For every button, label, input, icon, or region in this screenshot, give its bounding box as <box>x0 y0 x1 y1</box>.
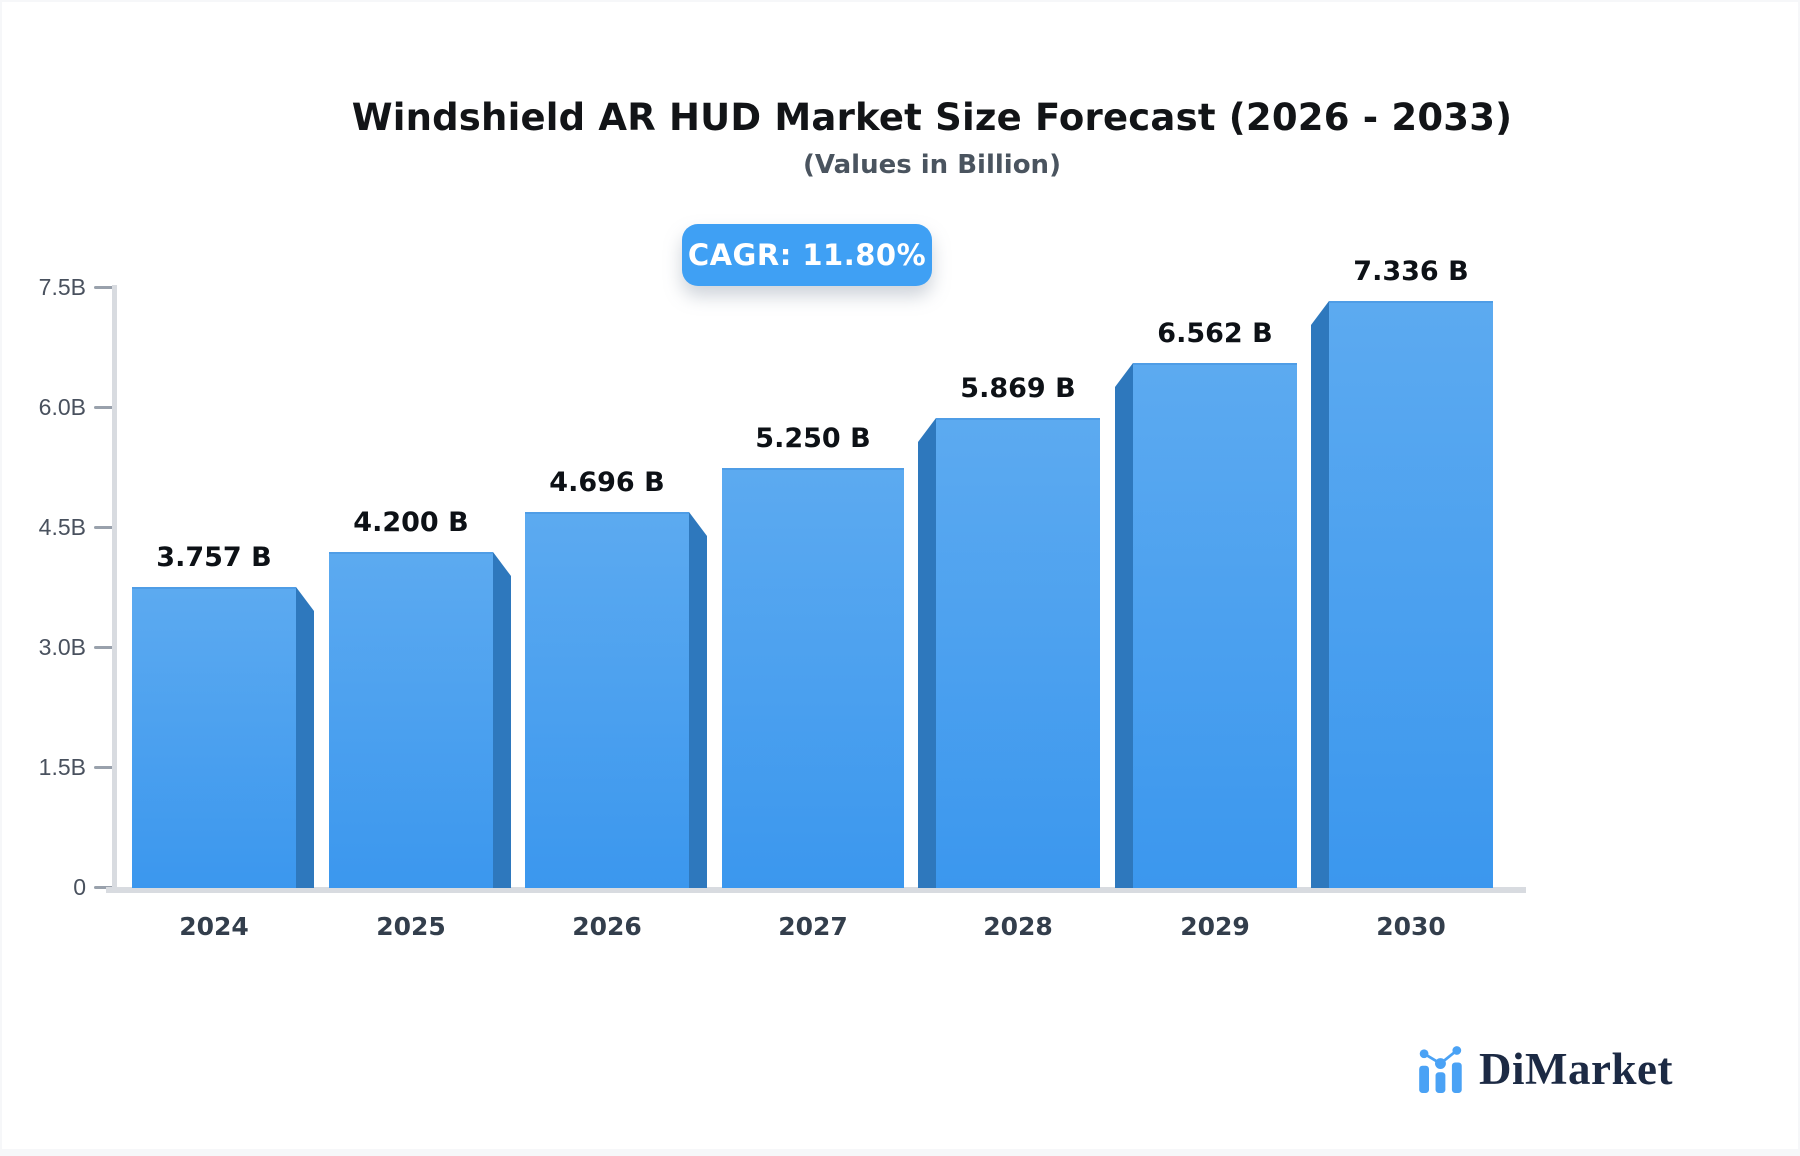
bar-value-label: 7.336 B <box>1353 256 1469 287</box>
bar-side-face <box>689 512 707 888</box>
y-axis-tick-mark <box>94 765 116 769</box>
bar-2027 <box>722 468 904 888</box>
y-axis-tick-label: 7.5B <box>38 274 86 300</box>
bar-value-label: 5.869 B <box>960 373 1076 404</box>
y-axis-tick-label: 1.5B <box>38 754 86 780</box>
y-axis-tick-mark <box>94 285 116 289</box>
bar-side-face <box>1115 363 1133 888</box>
bar-2029 <box>1133 363 1297 888</box>
x-axis-label-2026: 2026 <box>572 912 642 941</box>
x-axis-label-2025: 2025 <box>376 912 446 941</box>
x-axis-label-2027: 2027 <box>778 912 848 941</box>
bar-2025 <box>329 552 493 888</box>
bar-side-face <box>296 587 314 888</box>
y-axis-tick-label: 6.0B <box>38 394 86 420</box>
y-axis-tick-label: 0 <box>73 874 86 900</box>
y-axis-line <box>112 285 117 890</box>
chart-subtitle: (Values in Billion) <box>803 150 1061 180</box>
bar-value-label: 3.757 B <box>156 542 272 573</box>
bar-value-label: 4.200 B <box>353 507 469 538</box>
bar-2028 <box>936 418 1100 888</box>
mini-bar-chart-logo-icon <box>1419 1046 1462 1093</box>
bar-side-face <box>1311 301 1329 888</box>
brand-logo: DiMarket <box>1417 1040 1673 1098</box>
bar-2024 <box>132 587 296 888</box>
x-axis-label-2024: 2024 <box>179 912 249 941</box>
brand-name: DiMarket <box>1479 1044 1673 1094</box>
bar-2030 <box>1329 301 1493 888</box>
x-axis-label-2028: 2028 <box>983 912 1053 941</box>
chart-title: Windshield AR HUD Market Size Forecast (… <box>351 96 1513 139</box>
bar-value-label: 6.562 B <box>1157 318 1273 349</box>
x-axis-line <box>106 887 1526 893</box>
cagr-badge: CAGR: 11.80% <box>682 224 932 286</box>
bar-value-label: 4.696 B <box>549 467 665 498</box>
bar-value-label: 5.250 B <box>755 423 871 454</box>
x-axis-label-2030: 2030 <box>1376 912 1446 941</box>
bar-side-face <box>918 418 936 888</box>
bar-side-face <box>493 552 511 888</box>
y-axis-tick-label: 4.5B <box>38 514 86 540</box>
y-axis-tick-label: 3.0B <box>38 634 86 660</box>
y-axis-tick-mark <box>94 525 116 529</box>
y-axis-tick-mark <box>94 885 116 889</box>
x-axis-label-2029: 2029 <box>1180 912 1250 941</box>
y-axis-tick-mark <box>94 645 116 649</box>
bar-2026 <box>525 512 689 888</box>
y-axis-tick-mark <box>94 405 116 409</box>
